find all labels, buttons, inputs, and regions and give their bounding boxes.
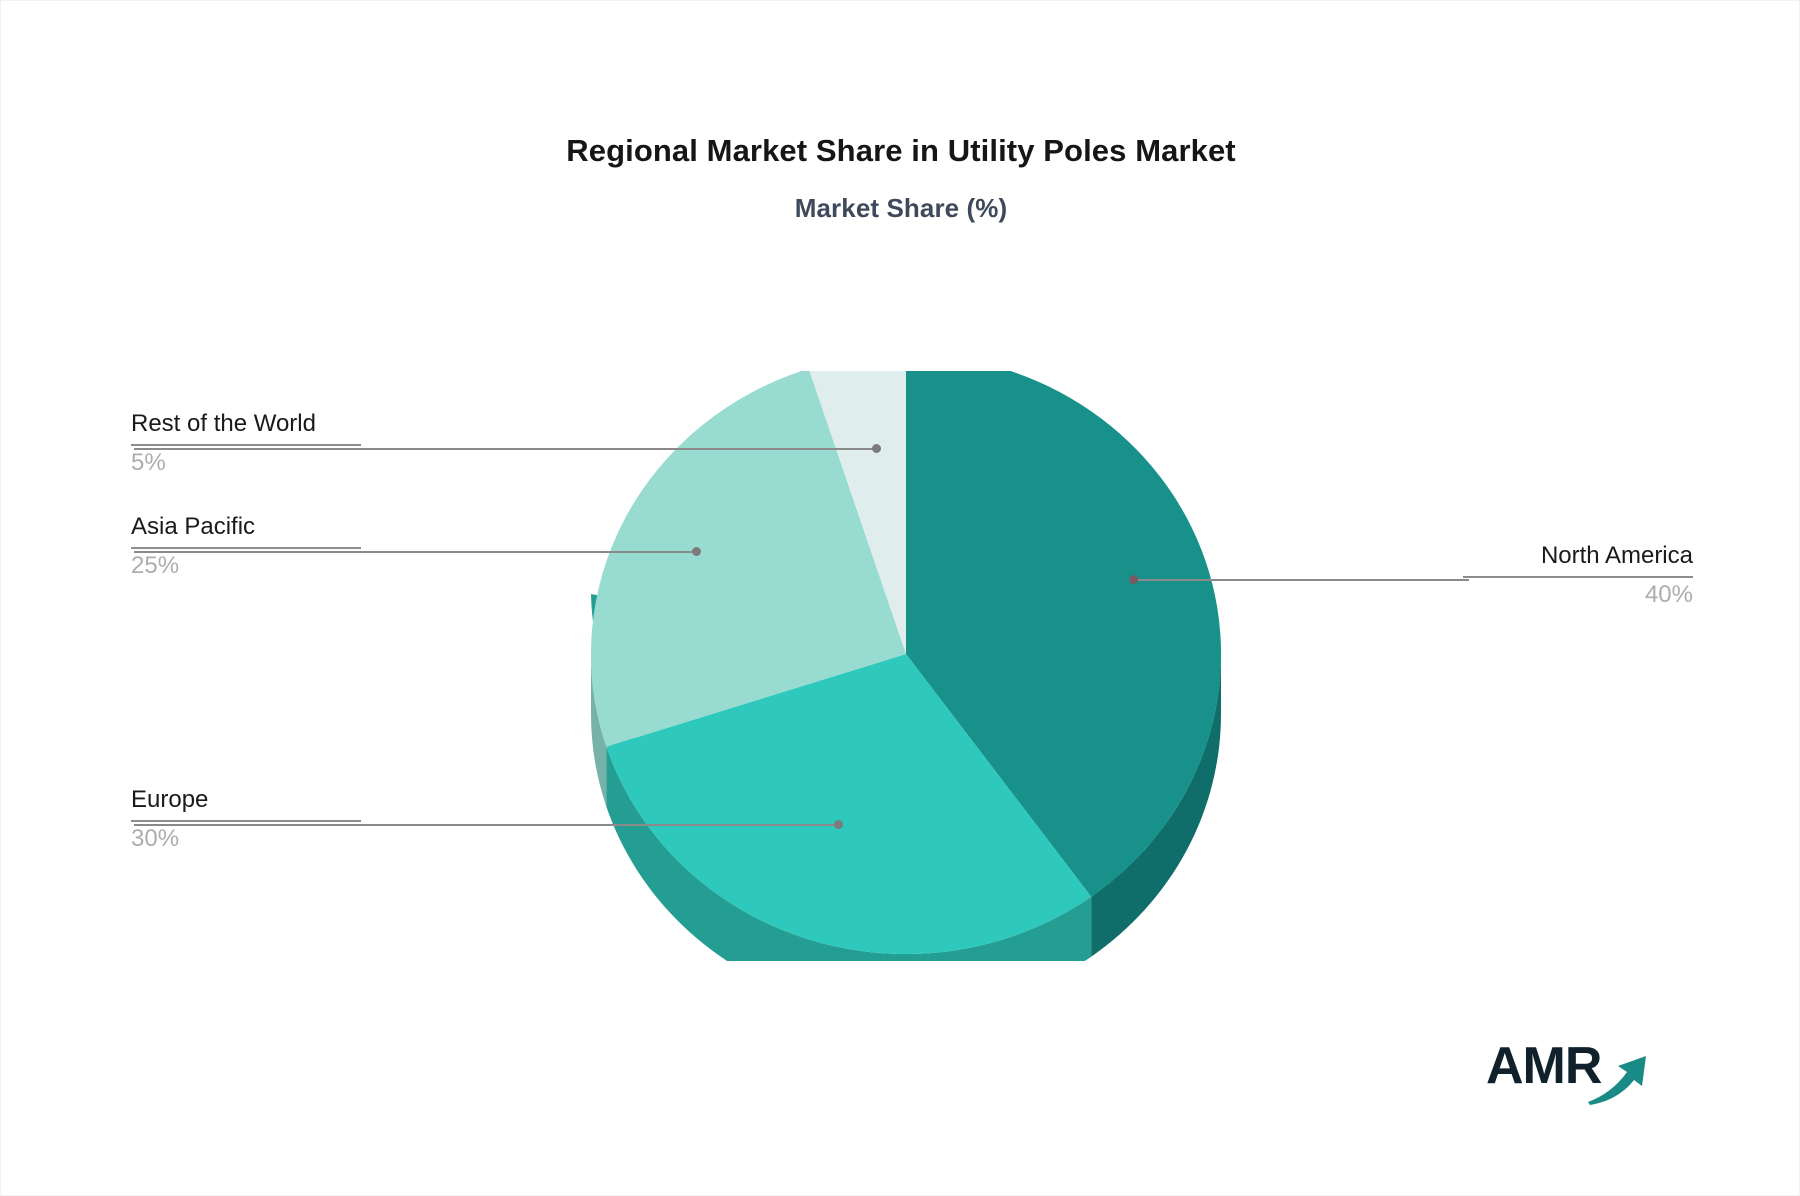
callout-europe: Europe 30% — [131, 785, 361, 854]
amr-logo-text: AMR — [1486, 1037, 1602, 1095]
amr-logo-svg: AMR — [1486, 1037, 1646, 1105]
callout-value: 40% — [1644, 581, 1693, 608]
leader-line-segment — [134, 824, 841, 826]
leader-dot — [834, 820, 843, 829]
callout-north-america: North America 40% — [1463, 541, 1693, 610]
callout-rest-of-the-world: Rest of the World 5% — [131, 409, 361, 478]
amr-logo: AMR — [1486, 1036, 1661, 1106]
callout-label: North America — [1540, 542, 1693, 569]
callout-rule — [131, 547, 361, 549]
pie-slice-north-america[interactable] — [906, 371, 1222, 897]
pie-top-faces — [591, 371, 1222, 955]
pie-chart — [576, 371, 1236, 961]
pie-side-asia-pacific — [591, 654, 607, 807]
amr-arrow-icon — [1588, 1056, 1646, 1105]
leader-dot — [1129, 575, 1138, 584]
pie-slice-asia-pacific[interactable] — [591, 371, 906, 747]
callout-asia-pacific: Asia Pacific 25% — [131, 512, 361, 581]
leader-line-segment — [1129, 579, 1469, 581]
pie-chart-svg — [591, 371, 1222, 961]
callout-label: Europe — [131, 786, 209, 813]
callout-label: Asia Pacific — [131, 513, 256, 540]
pie-side-europe-front — [606, 746, 1092, 961]
leader-line-segment — [134, 448, 879, 450]
chart-subtitle: Market Share (%) — [794, 193, 1008, 223]
callout-value: 30% — [131, 825, 180, 852]
callout-rule — [131, 820, 361, 822]
callout-value: 5% — [131, 449, 166, 476]
callout-rule — [131, 444, 361, 446]
leader-line-segment — [134, 551, 699, 553]
chart-title: Regional Market Share in Utility Poles M… — [566, 133, 1236, 168]
leader-dot — [872, 444, 881, 453]
callout-rule — [1463, 576, 1693, 578]
callout-label: Rest of the World — [131, 410, 316, 437]
pie-slice-europe[interactable] — [606, 654, 1092, 955]
pie-side-north-america — [1091, 654, 1221, 957]
callout-value: 25% — [131, 552, 180, 579]
leader-dot — [692, 547, 701, 556]
